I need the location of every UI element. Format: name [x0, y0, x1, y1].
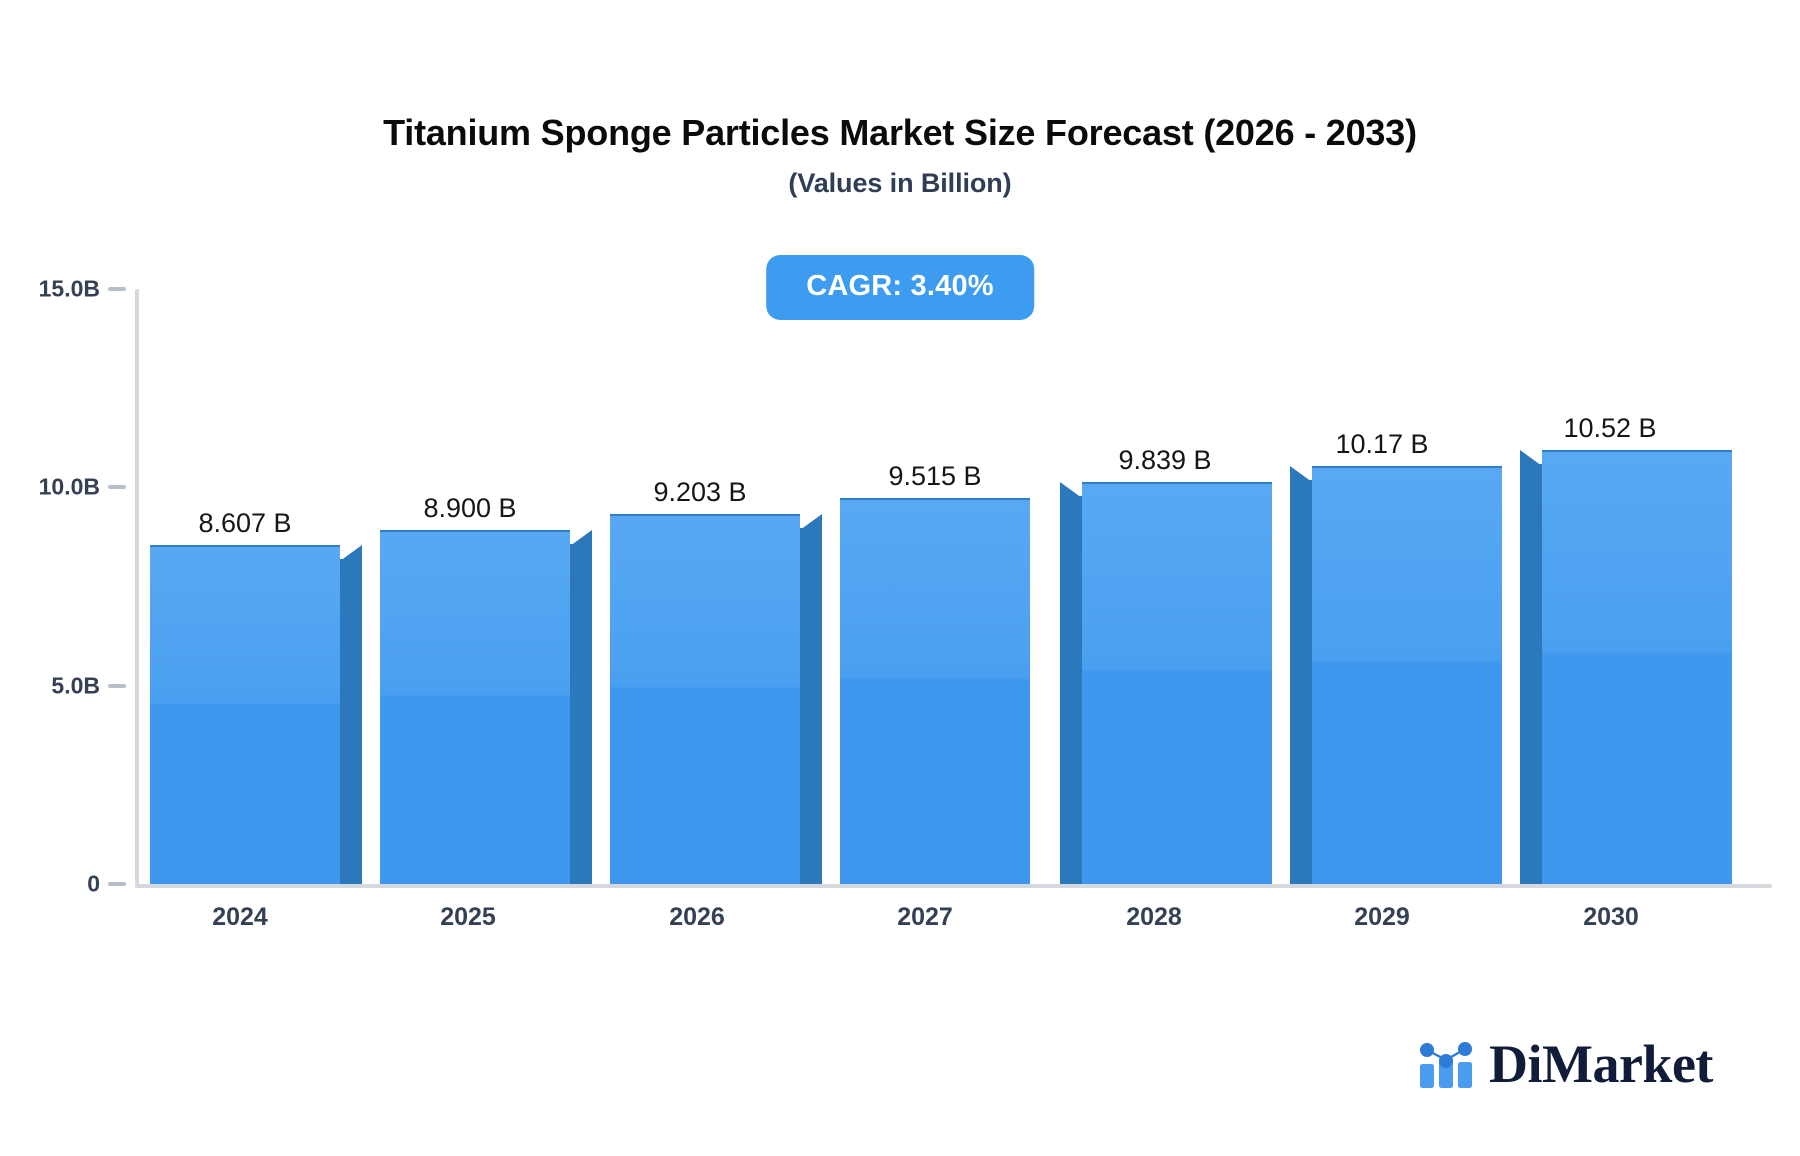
- x-tick-label-2030: 2030: [1583, 903, 1639, 931]
- bar-side-shadow: [340, 559, 362, 884]
- y-tick-label-0: 0: [87, 870, 100, 897]
- y-tick-mark-15: [108, 287, 126, 291]
- bar-side-shadow: [1060, 496, 1082, 884]
- bar-value-label-2026: 9.203 B: [653, 477, 747, 507]
- chart-subtitle: (Values in Billion): [788, 168, 1012, 198]
- bar-value-label-2027: 9.515 B: [888, 461, 982, 491]
- bar-top-bevel: [340, 545, 362, 561]
- cagr-badge: CAGR: 3.40%: [766, 255, 1034, 320]
- brand-name: DiMarket: [1489, 1034, 1713, 1094]
- bar-side-shadow: [800, 528, 822, 884]
- bar-value-label-2025: 8.900 B: [423, 493, 517, 523]
- bar-top-bevel: [1060, 482, 1082, 498]
- bar-face: [150, 545, 340, 884]
- bar-chart-icon: [1420, 1042, 1472, 1088]
- bar-top-bevel: [1520, 450, 1542, 466]
- y-tick-label-5: 5.0B: [51, 672, 100, 699]
- bar-value-label-2030: 10.52 B: [1563, 413, 1657, 443]
- x-tick-label-2026: 2026: [669, 903, 725, 931]
- bar-2027: [840, 498, 1030, 884]
- bar-face: [840, 498, 1030, 884]
- bar-2030: [1520, 450, 1732, 884]
- y-tick-label-15: 15.0B: [38, 275, 100, 302]
- x-tick-label-2027: 2027: [897, 903, 953, 931]
- y-tick-label-10: 10.0B: [38, 473, 100, 500]
- bar-2025: [380, 530, 592, 884]
- x-tick-label-2024: 2024: [212, 903, 268, 931]
- bar-2026: [610, 514, 822, 884]
- bar-side-shadow: [570, 544, 592, 884]
- bar-face: [610, 514, 800, 884]
- page-title: Titanium Sponge Particles Market Size Fo…: [383, 112, 1417, 153]
- y-tick-mark-0: [108, 882, 126, 886]
- x-tick-label-2029: 2029: [1354, 903, 1410, 931]
- bar-value-label-2029: 10.17 B: [1335, 429, 1429, 459]
- bar-top-bevel: [570, 530, 592, 546]
- bar-value-label-2028: 9.839 B: [1118, 445, 1212, 475]
- bar-top-bevel: [1290, 466, 1312, 482]
- x-tick-label-2028: 2028: [1126, 903, 1182, 931]
- bar-value-label-2024: 8.607 B: [198, 508, 292, 538]
- bar-face: [1312, 466, 1502, 884]
- bar-2029: [1290, 466, 1502, 884]
- bar-top-bevel: [800, 514, 822, 530]
- y-axis-line: [135, 289, 139, 886]
- bar-side-shadow: [1290, 480, 1312, 884]
- x-tick-label-2025: 2025: [440, 903, 496, 931]
- bar-face: [1542, 450, 1732, 884]
- bar-side-shadow: [1520, 464, 1542, 884]
- x-axis-line: [135, 884, 1772, 888]
- bar-face: [380, 530, 570, 884]
- brand-logo: DiMarket: [1417, 1037, 1713, 1091]
- bar-2024: [150, 545, 362, 884]
- bar-2028: [1060, 482, 1272, 884]
- y-tick-mark-5: [108, 684, 126, 688]
- y-tick-mark-10: [108, 485, 126, 489]
- bar-face: [1082, 482, 1272, 884]
